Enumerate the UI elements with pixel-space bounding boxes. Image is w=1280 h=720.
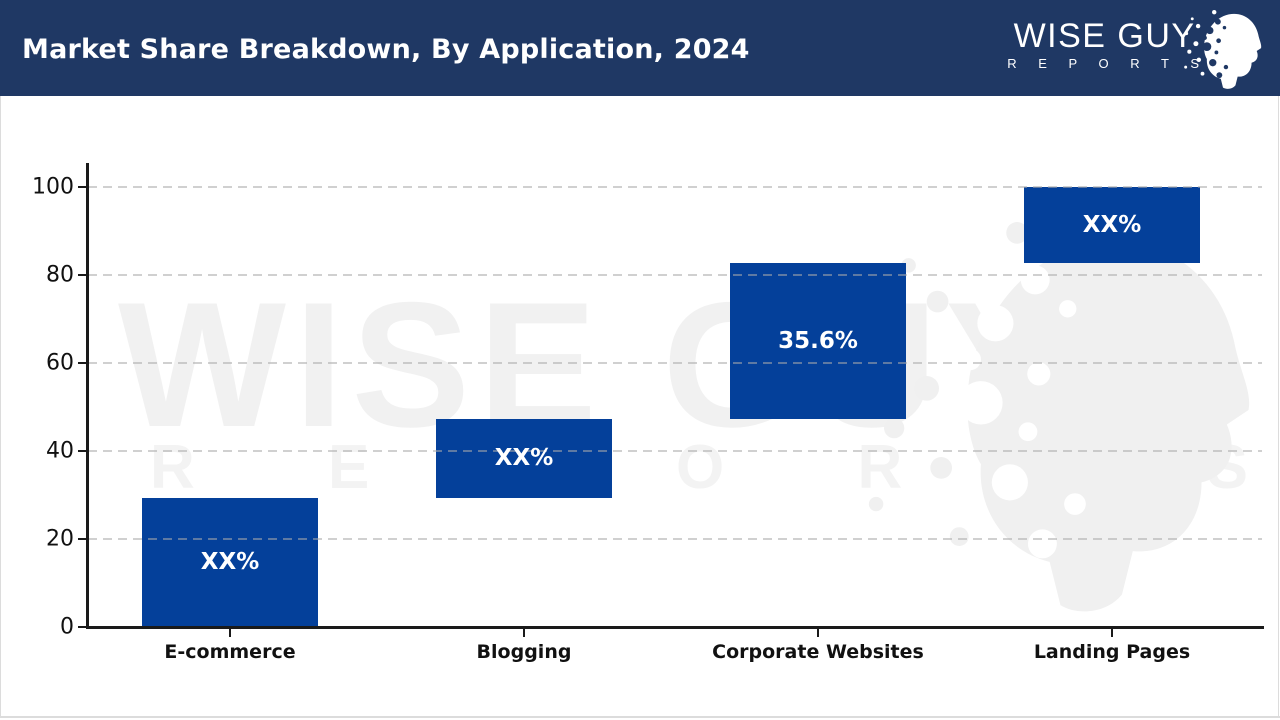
x-category-label: Corporate Websites — [712, 641, 924, 663]
y-tick-label-80: 80 — [46, 262, 74, 288]
y-tick-mark-0 — [78, 625, 87, 629]
y-tick-mark-60 — [78, 361, 87, 365]
header-bar: Market Share Breakdown, By Application, … — [0, 0, 1280, 96]
y-tick-label-0: 0 — [60, 614, 74, 640]
logo-head-icon — [1184, 10, 1262, 89]
bar-value-label: XX% — [200, 549, 260, 576]
x-axis-line — [86, 626, 1264, 629]
x-tick-mark-3 — [1110, 628, 1114, 637]
right-border-line — [1278, 96, 1279, 717]
y-tick-mark-80 — [78, 273, 87, 277]
gridline-80 — [88, 274, 1262, 276]
bar-value-label: XX% — [494, 445, 554, 472]
logo-name-text: WISE GUY — [1013, 17, 1196, 55]
bar-value-label: 35.6% — [778, 328, 858, 354]
gridline-20 — [88, 538, 1262, 540]
y-tick-mark-20 — [78, 537, 87, 541]
x-category-label: Blogging — [476, 641, 572, 663]
x-tick-mark-2 — [816, 628, 820, 637]
logo-wordmark: WISE GUY R E P O R T S — [1001, 18, 1208, 71]
watermark-head-icon — [868, 222, 1250, 612]
bar-landing-pages — [1024, 187, 1200, 263]
page-title: Market Share Breakdown, By Application, … — [22, 34, 750, 65]
x-tick-mark-1 — [522, 628, 526, 637]
bar-e-commerce — [142, 497, 318, 627]
bar-corporate-websites — [730, 262, 906, 420]
gridline-40 — [88, 450, 1262, 452]
bar-blogging — [436, 419, 612, 498]
x-category-label: Landing Pages — [1033, 641, 1191, 663]
x-category-label: E-commerce — [164, 641, 296, 663]
y-axis-spine — [86, 163, 89, 628]
gridline-100 — [88, 186, 1262, 188]
bottom-border-line — [0, 716, 1280, 718]
y-tick-label-60: 60 — [46, 350, 74, 376]
x-tick-mark-0 — [228, 628, 232, 637]
y-tick-mark-100 — [78, 185, 87, 189]
bar-value-label: XX% — [1082, 211, 1142, 238]
waterfall-chart: XX% XX% 35.6% XX% 0 20 40 60 80 100 E-commerce Bl… — [0, 96, 1280, 720]
y-tick-label-40: 40 — [46, 438, 74, 464]
y-tick-mark-40 — [78, 449, 87, 453]
left-border-line — [0, 96, 1, 717]
y-tick-label-20: 20 — [46, 526, 74, 552]
y-tick-label-100: 100 — [32, 174, 74, 200]
logo-sub-text: R E P O R T S — [1007, 56, 1208, 71]
logo: WISE GUY R E P O R T S — [1007, 4, 1266, 92]
gridline-60 — [88, 362, 1262, 364]
